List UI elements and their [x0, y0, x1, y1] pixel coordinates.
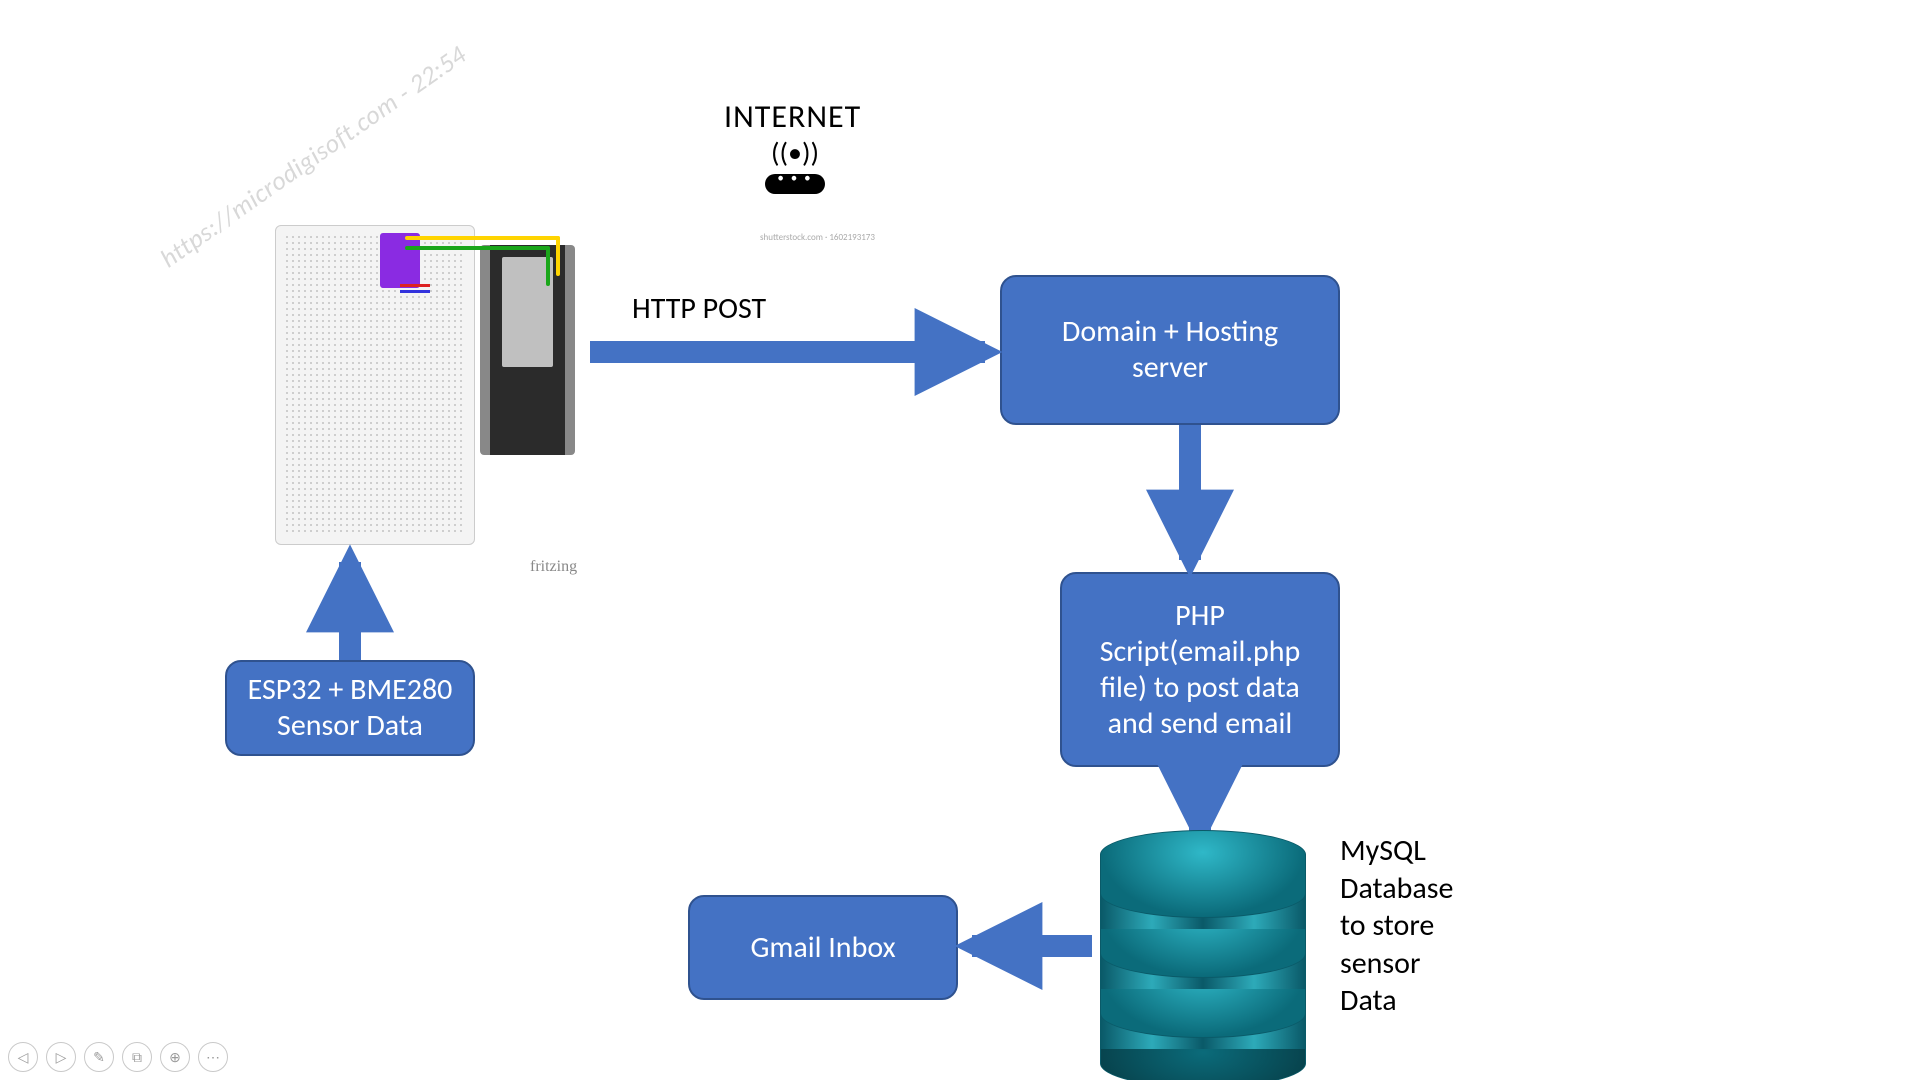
wire-yellow-icon: [556, 236, 560, 276]
http-post-label: HTTP POST: [632, 290, 766, 328]
node-hosting-text: Domain + Hostingserver: [1062, 314, 1278, 386]
zoom-button[interactable]: ⊕: [160, 1042, 190, 1072]
pen-icon: ✎: [93, 1049, 105, 1066]
database-icon: [1100, 830, 1306, 1050]
node-esp-label-text: ESP32 + BME280Sensor Data: [248, 672, 453, 744]
node-esp-label: ESP32 + BME280Sensor Data: [225, 660, 475, 756]
router-icon: ((•)): [760, 135, 830, 194]
breadboard-icon: [275, 225, 475, 545]
pen-button[interactable]: ✎: [84, 1042, 114, 1072]
bme280-module-icon: [380, 233, 420, 288]
shutterstock-credit: shutterstock.com · 1602193173: [760, 232, 875, 243]
node-hosting: Domain + Hostingserver: [1000, 275, 1340, 425]
wire-yellow-icon: [405, 236, 560, 240]
prev-slide-button[interactable]: ◁: [8, 1042, 38, 1072]
wire-green-icon: [405, 246, 550, 250]
esp32-board-icon: [480, 245, 575, 455]
slideshow-icon: ⧉: [132, 1049, 142, 1066]
wire-green-icon: [546, 246, 550, 286]
magnify-icon: ⊕: [169, 1049, 181, 1066]
fritzing-credit: fritzing: [530, 558, 577, 576]
node-gmail-text: Gmail Inbox: [750, 930, 895, 966]
presentation-toolbar: ◁ ▷ ✎ ⧉ ⊕ ⋯: [8, 1042, 228, 1072]
node-php-text: PHPScript(email.phpfile) to post dataand…: [1100, 598, 1300, 742]
internet-label: INTERNET: [724, 97, 861, 136]
wire-blue-icon: [400, 290, 430, 293]
node-gmail: Gmail Inbox: [688, 895, 958, 1000]
slideshow-view-button[interactable]: ⧉: [122, 1042, 152, 1072]
wifi-icon: ((•)): [760, 135, 830, 170]
database-caption: MySQLDatabaseto storesensorData: [1340, 832, 1453, 1020]
router-body-icon: [765, 174, 825, 194]
more-options-button[interactable]: ⋯: [198, 1042, 228, 1072]
more-icon: ⋯: [206, 1049, 220, 1066]
chevron-left-icon: ◁: [18, 1049, 29, 1066]
next-slide-button[interactable]: ▷: [46, 1042, 76, 1072]
chevron-right-icon: ▷: [56, 1049, 67, 1066]
node-php: PHPScript(email.phpfile) to post dataand…: [1060, 572, 1340, 767]
diagram-canvas: https://microdigisoft.com - 22:54 INTERN…: [0, 0, 1920, 1080]
wire-red-icon: [400, 284, 430, 287]
